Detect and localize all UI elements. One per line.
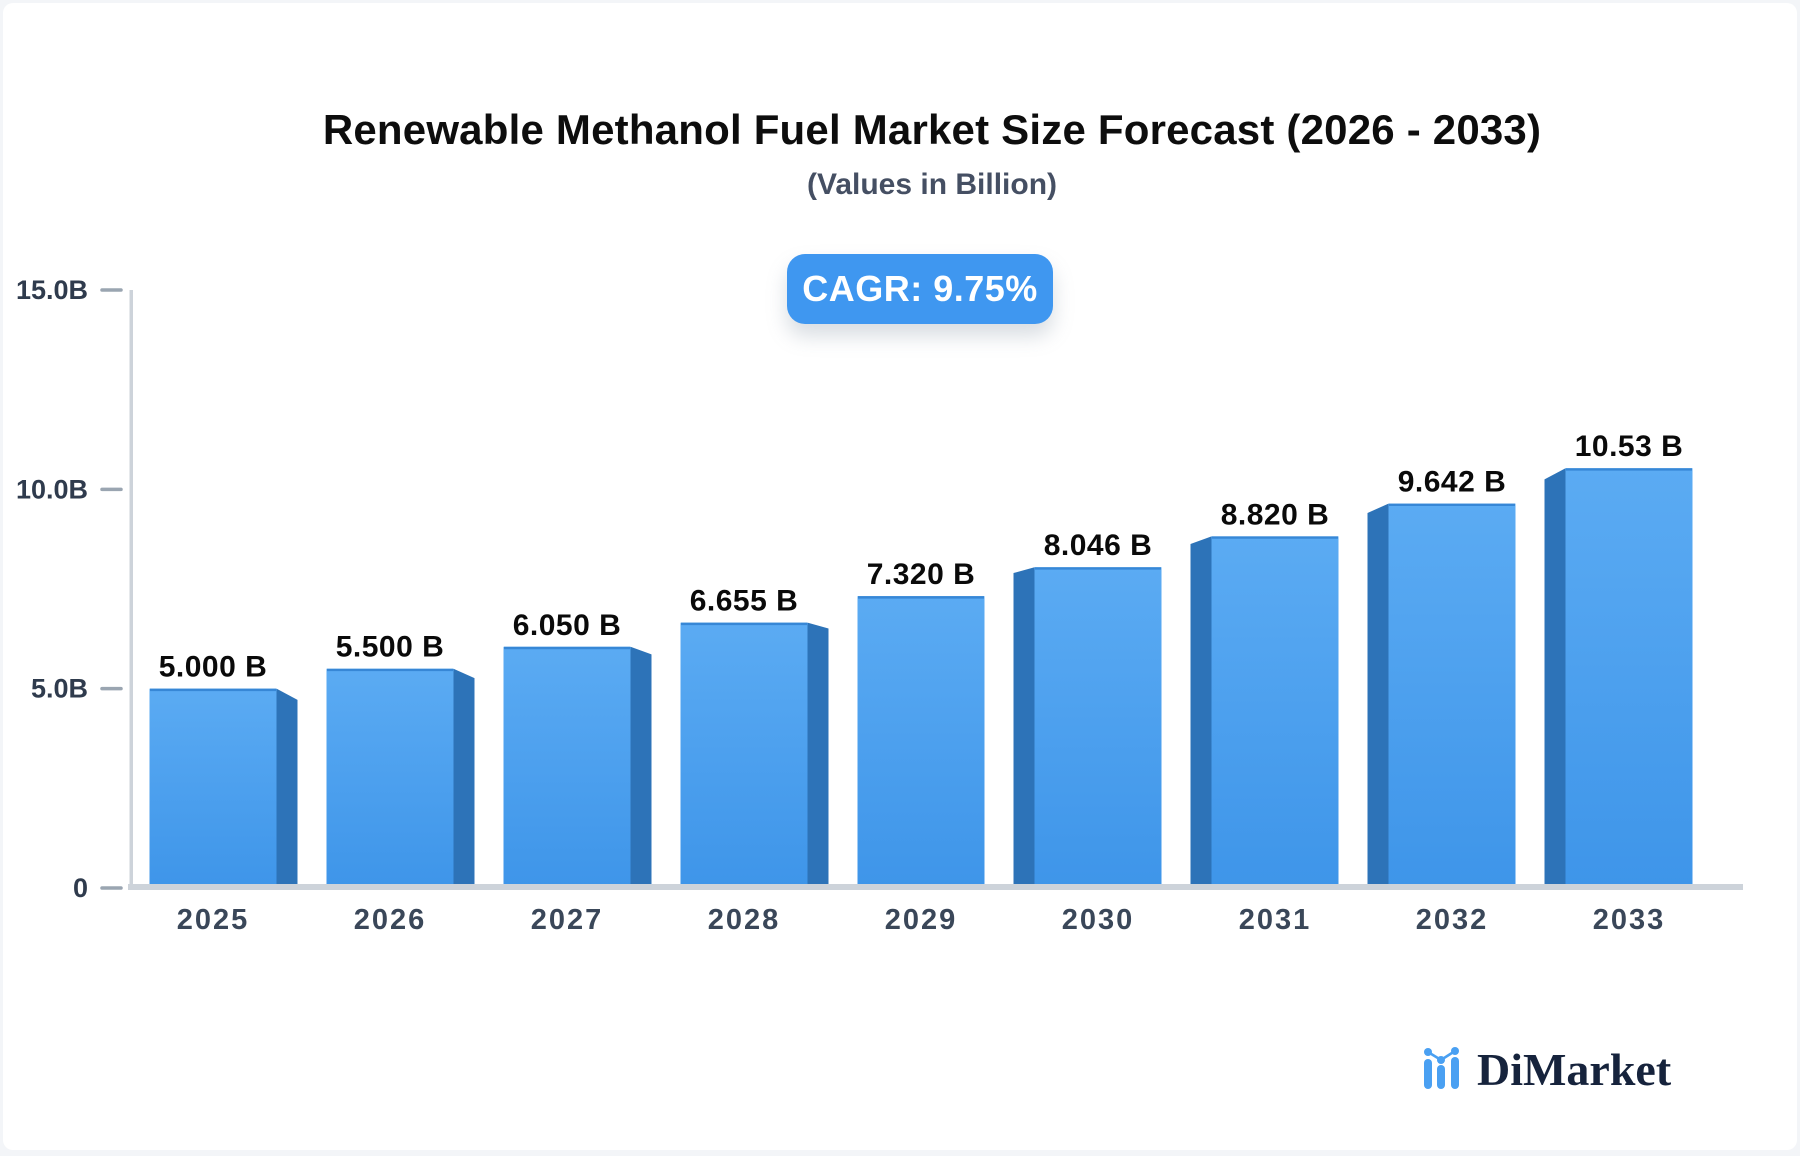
logo-bar	[1437, 1065, 1445, 1089]
x-axis-tick-label: 2032	[1416, 904, 1489, 936]
bar-side-face	[1190, 536, 1212, 888]
bar-group-2031: 8.820 B	[1190, 498, 1339, 888]
x-axis-tick-label: 2025	[177, 904, 250, 936]
bar-side-face	[1013, 567, 1035, 888]
y-tick-label: 5.0B	[31, 674, 88, 704]
x-axis-tick-label: 2029	[885, 904, 958, 936]
bar-value-label: 8.820 B	[1221, 498, 1330, 531]
chart-title: Renewable Methanol Fuel Market Size Fore…	[322, 106, 1542, 153]
logo-dot	[1437, 1056, 1445, 1064]
bar-chart-logo-icon	[1424, 1047, 1459, 1089]
bar-group-2032: 9.642 B	[1367, 466, 1516, 888]
chart-subtitle: (Values in Billion)	[806, 168, 1058, 201]
bar-side-face	[276, 688, 298, 888]
bar-group-2033: 10.53 B	[1544, 430, 1693, 888]
cagr-badge-label: CAGR: 9.75%	[802, 268, 1038, 309]
bar-front-face	[1211, 536, 1339, 888]
bar-front-face	[503, 646, 631, 888]
x-axis-tick-label: 2033	[1593, 904, 1666, 936]
x-axis-tick-label: 2026	[354, 904, 427, 936]
bar-group-2027: 6.050 B	[503, 609, 652, 888]
bar-value-label: 7.320 B	[867, 558, 976, 591]
bar-front-face	[1034, 567, 1162, 888]
bar-front-face	[1388, 503, 1516, 888]
logo-bar	[1451, 1057, 1459, 1089]
bar-front-face	[149, 688, 277, 888]
y-axis-line	[129, 290, 133, 890]
bar-value-label: 9.642 B	[1398, 466, 1507, 499]
bar-front-face	[680, 622, 808, 888]
bar-value-label: 6.050 B	[513, 609, 622, 642]
x-axis-tick-label: 2027	[531, 904, 604, 936]
bar-group-2029: 7.320 B	[857, 558, 985, 888]
x-axis-line	[128, 884, 1743, 890]
bar-value-label: 10.53 B	[1575, 430, 1684, 463]
bar-side-face	[1367, 503, 1389, 888]
bar-front-face	[857, 596, 985, 888]
x-axis-tick-label: 2028	[708, 904, 781, 936]
bar-value-label: 6.655 B	[690, 585, 799, 618]
bar-value-label: 5.500 B	[336, 631, 445, 664]
bar-value-label: 5.000 B	[159, 651, 268, 684]
x-axis-tick-label: 2030	[1062, 904, 1135, 936]
bar-group-2030: 8.046 B	[1013, 529, 1162, 888]
bar-group-2026: 5.500 B	[326, 631, 475, 888]
bar-side-face	[630, 646, 652, 888]
y-tick-label: 15.0B	[16, 275, 88, 305]
x-axis-tick-label: 2031	[1239, 904, 1312, 936]
bar-front-face	[1565, 468, 1693, 888]
bar-side-face	[453, 668, 475, 888]
bar-group-2025: 5.000 B	[149, 651, 298, 888]
logo-bar	[1424, 1059, 1432, 1089]
y-tick-label: 0	[73, 873, 88, 903]
dimarket-logo-text: DiMarket	[1477, 1044, 1672, 1095]
bar-group-2028: 6.655 B	[680, 585, 829, 888]
bar-side-face	[1544, 468, 1566, 888]
bar-value-label: 8.046 B	[1044, 529, 1153, 562]
dimarket-logo: DiMarket	[1424, 1040, 1672, 1095]
bar-front-face	[326, 668, 454, 888]
cagr-badge: CAGR: 9.75%	[787, 254, 1053, 324]
bar-side-face	[807, 622, 829, 888]
y-tick-label: 10.0B	[16, 474, 88, 504]
logo-dot	[1451, 1047, 1459, 1055]
logo-dot	[1424, 1048, 1432, 1056]
